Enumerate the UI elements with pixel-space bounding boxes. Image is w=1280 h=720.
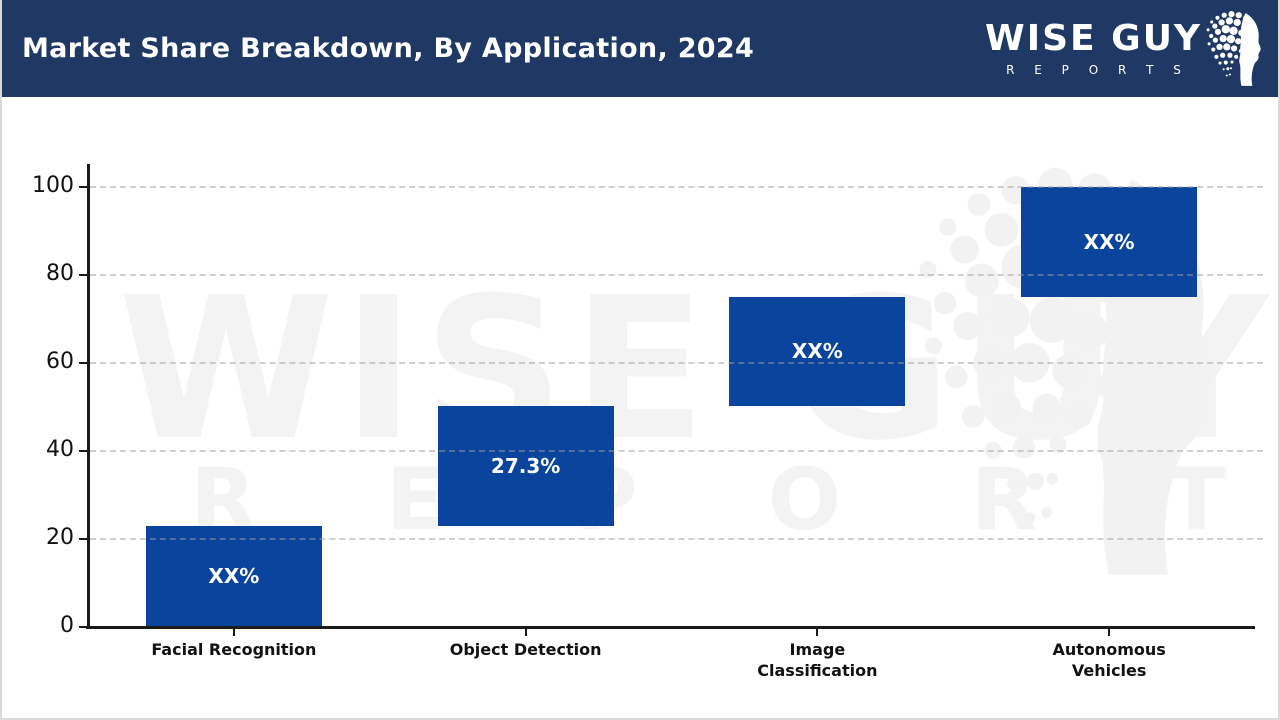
bar-value-label: XX% (791, 339, 843, 364)
bar-autonomous-vehicles: XX% (1021, 187, 1198, 297)
y-axis-tick-label: 40 (46, 437, 74, 462)
y-axis-tick-label: 0 (60, 613, 74, 638)
y-axis-line (87, 164, 90, 629)
header-bar: Market Share Breakdown, By Application, … (0, 0, 1280, 97)
brand-subtitle: R E P O R T S (1006, 62, 1189, 77)
y-axis-tick-label: 20 (46, 525, 74, 550)
x-axis-category-label: Object Detection (449, 640, 602, 659)
y-axis-tick-label: 100 (32, 173, 74, 198)
x-axis-category-label: Image Classification (757, 640, 878, 680)
gridline-20 (90, 538, 1263, 540)
bar-value-label: 27.3% (490, 453, 561, 478)
x-axis-line (86, 626, 1255, 629)
bar-object-detection: 27.3% (437, 405, 614, 526)
y-tick-mark (79, 362, 88, 364)
brand-logo: WISE GUY R E P O R T S (985, 10, 1264, 88)
x-tick-mark (232, 628, 235, 636)
bar-facial-recognition: XX% (145, 525, 322, 627)
x-tick-mark (1108, 628, 1111, 636)
gridline-60 (90, 362, 1263, 364)
x-axis-category-label: Autonomous Vehicles (1052, 640, 1166, 680)
x-axis-category-label: Facial Recognition (151, 640, 317, 659)
brand-face-icon (1200, 10, 1264, 88)
y-tick-mark (79, 626, 88, 628)
page-title: Market Share Breakdown, By Application, … (22, 33, 755, 64)
watermark-reports-text: R E P O R T S (190, 450, 1280, 550)
gridline-100 (90, 186, 1263, 188)
y-tick-mark (79, 450, 88, 452)
y-axis-tick-label: 60 (46, 349, 74, 374)
y-tick-mark (79, 538, 88, 540)
x-tick-mark (816, 628, 819, 636)
brand-text: WISE GUY R E P O R T S (984, 17, 1202, 77)
bar-image-classification: XX% (729, 297, 906, 406)
brand-name: WISE GUY (984, 17, 1202, 59)
y-axis-tick-label: 80 (46, 261, 74, 286)
y-tick-mark (79, 274, 88, 276)
y-tick-mark (79, 186, 88, 188)
bar-value-label: XX% (208, 564, 260, 589)
x-tick-mark (524, 628, 527, 636)
gridline-80 (90, 274, 1263, 276)
bar-value-label: XX% (1083, 230, 1135, 254)
gridline-40 (90, 450, 1263, 452)
